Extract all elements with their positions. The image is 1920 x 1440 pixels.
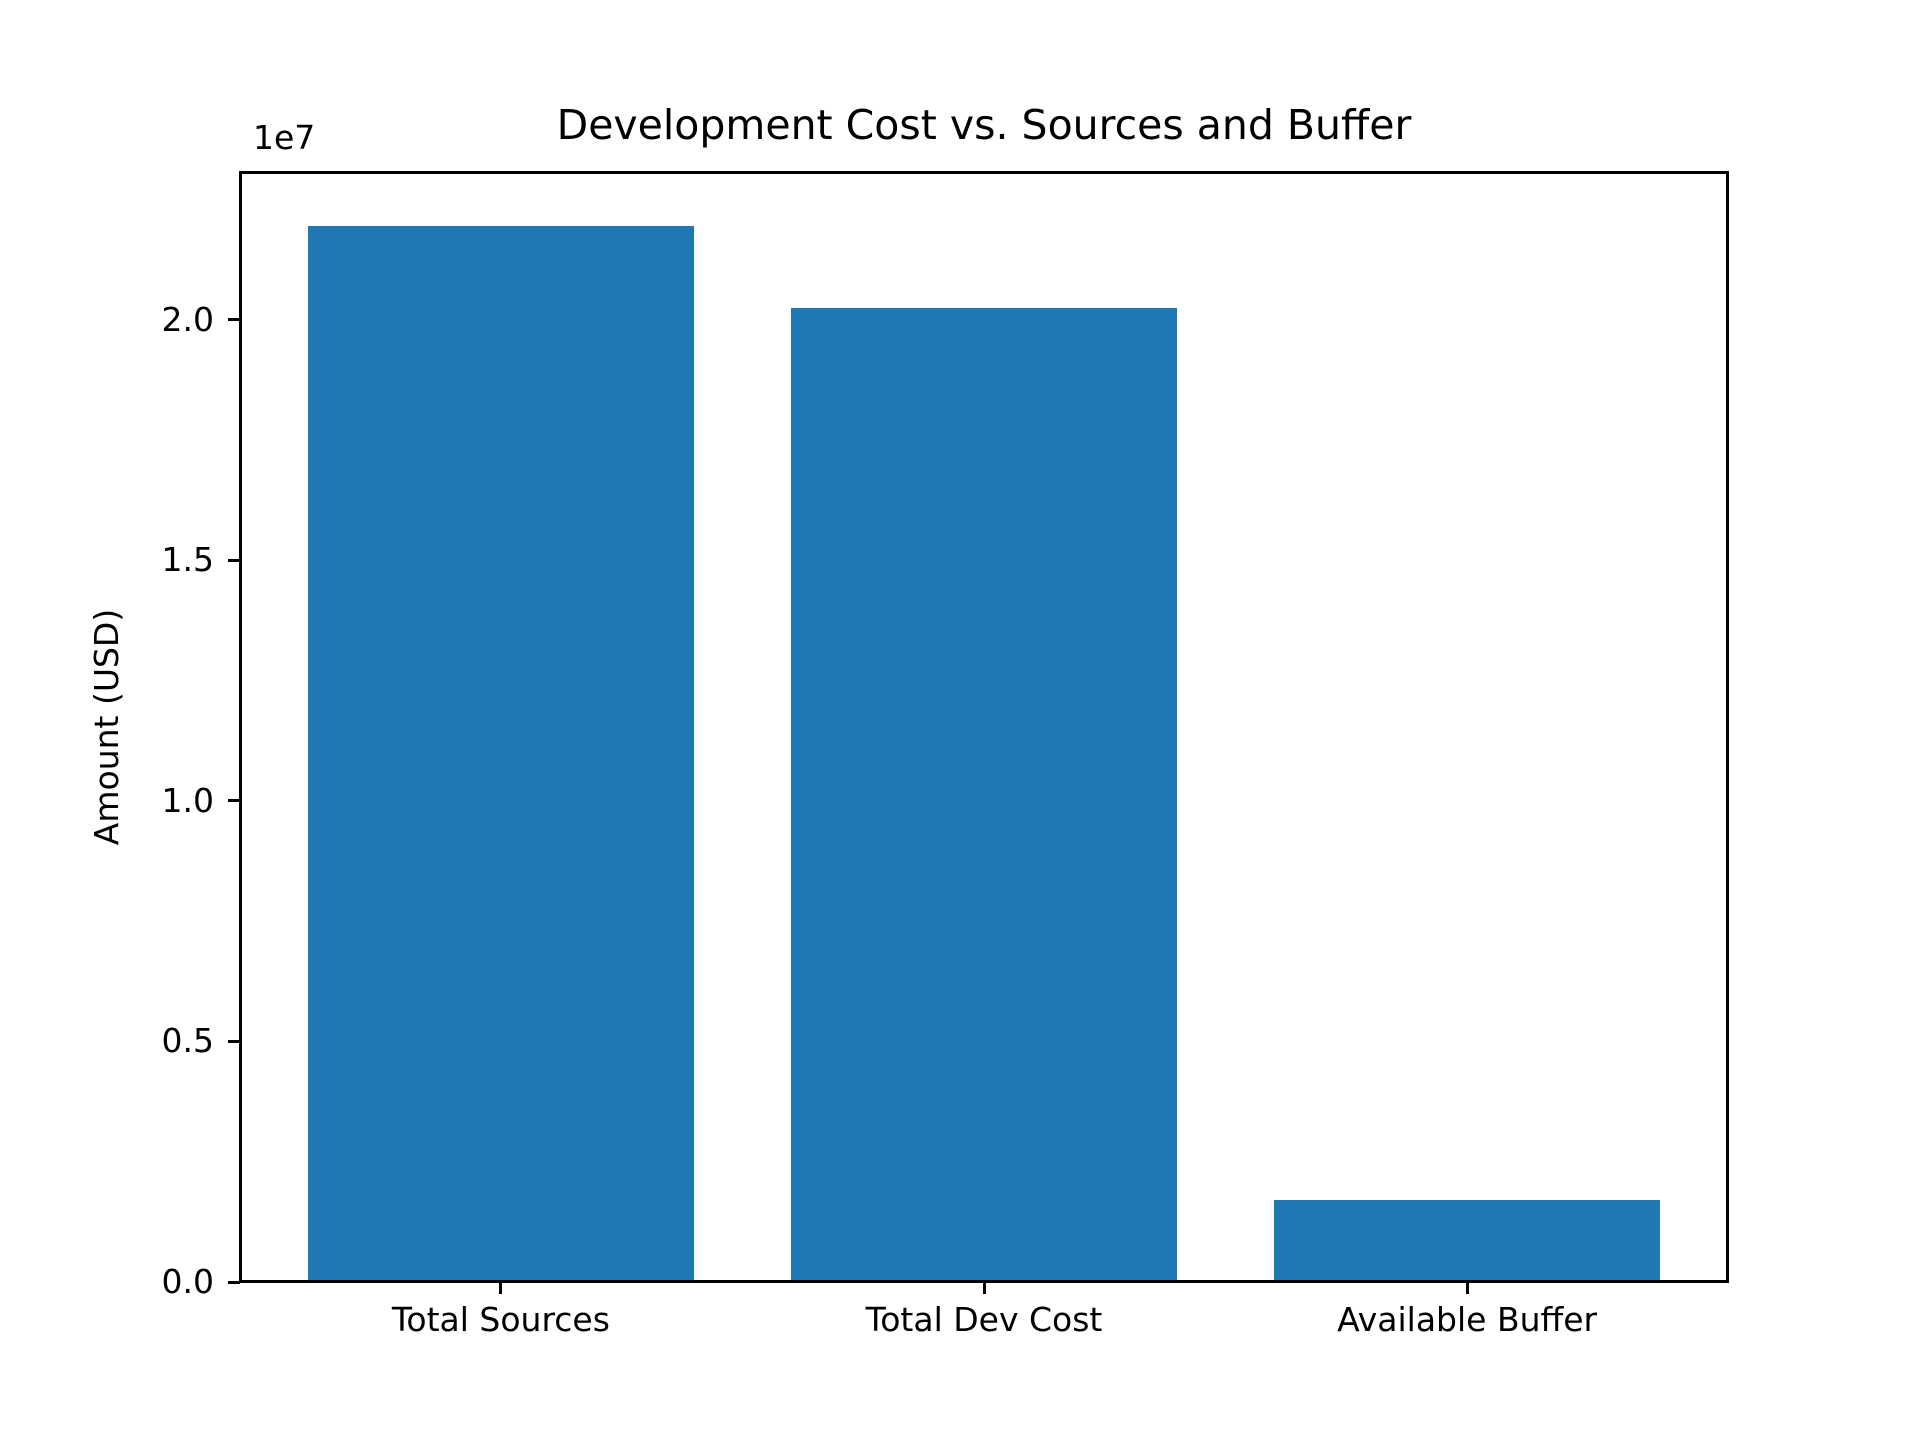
y-axis-label: Amount (USD) [87,608,126,846]
y-tick-mark [228,1280,240,1284]
bar-available-buffer [1273,1200,1661,1282]
bar-total-dev-cost [790,307,1178,1282]
x-tick-mark [499,1282,503,1294]
y-tick-label: 0.5 [161,1021,214,1061]
x-tick-mark [982,1282,986,1294]
bar-total-sources [307,225,695,1282]
x-tick-label-total-sources: Total Sources [391,1300,610,1339]
chart-title: Development Cost vs. Sources and Buffer [556,101,1412,149]
y-axis-offset-text: 1e7 [253,118,316,157]
y-tick-mark [228,799,240,803]
y-tick-label: 2.0 [161,299,214,339]
y-tick-label: 0.0 [161,1262,214,1301]
x-tick-label-total-dev-cost: Total Dev Cost [865,1300,1103,1339]
x-tick-label-available-buffer: Available Buffer [1337,1300,1598,1339]
y-tick-label: 1.0 [161,780,214,820]
y-tick-label: 1.5 [161,540,214,580]
y-tick-mark [228,558,240,562]
x-tick-mark [1465,1282,1469,1294]
y-tick-mark [228,1039,240,1043]
y-tick-mark [228,318,240,322]
